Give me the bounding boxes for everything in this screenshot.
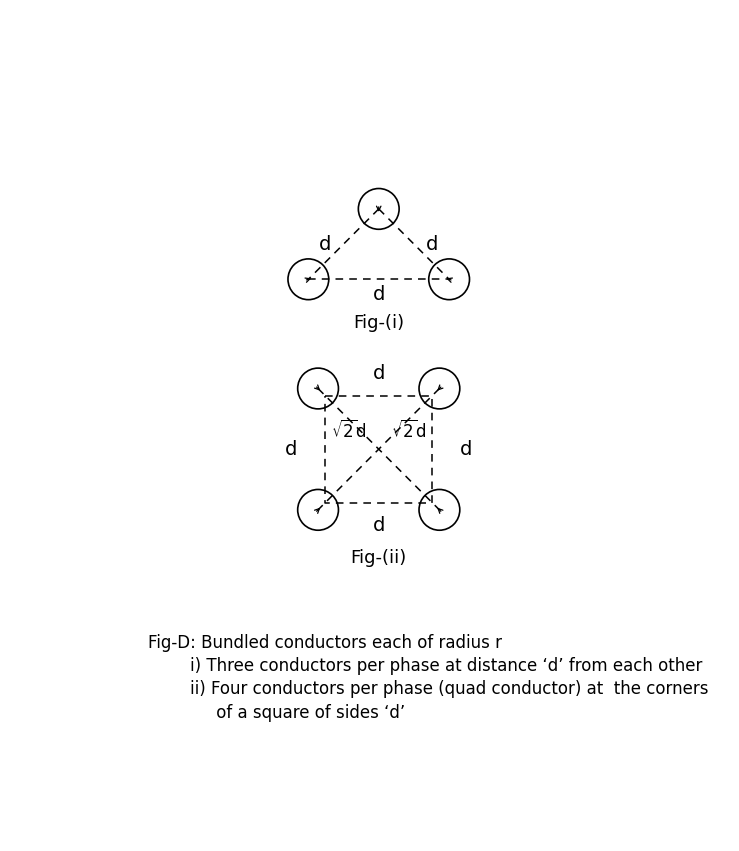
Text: d: d xyxy=(372,516,385,535)
Text: $\sqrt{2}$d: $\sqrt{2}$d xyxy=(391,420,426,442)
Text: d: d xyxy=(426,235,438,254)
Text: d: d xyxy=(372,364,385,384)
Text: d: d xyxy=(319,235,331,254)
Text: Fig-(i): Fig-(i) xyxy=(353,314,404,332)
Text: d: d xyxy=(460,440,472,459)
Text: Fig-(ii): Fig-(ii) xyxy=(350,550,407,568)
Text: Fig-D: Bundled conductors each of radius r: Fig-D: Bundled conductors each of radius… xyxy=(149,634,503,652)
Text: i) Three conductors per phase at distance ‘d’ from each other: i) Three conductors per phase at distanc… xyxy=(149,657,703,675)
Text: d: d xyxy=(285,440,298,459)
Text: of a square of sides ‘d’: of a square of sides ‘d’ xyxy=(149,704,406,722)
Text: $\sqrt{2}$d: $\sqrt{2}$d xyxy=(331,420,367,442)
Text: ii) Four conductors per phase (quad conductor) at  the corners: ii) Four conductors per phase (quad cond… xyxy=(149,680,709,698)
Text: d: d xyxy=(372,285,385,305)
